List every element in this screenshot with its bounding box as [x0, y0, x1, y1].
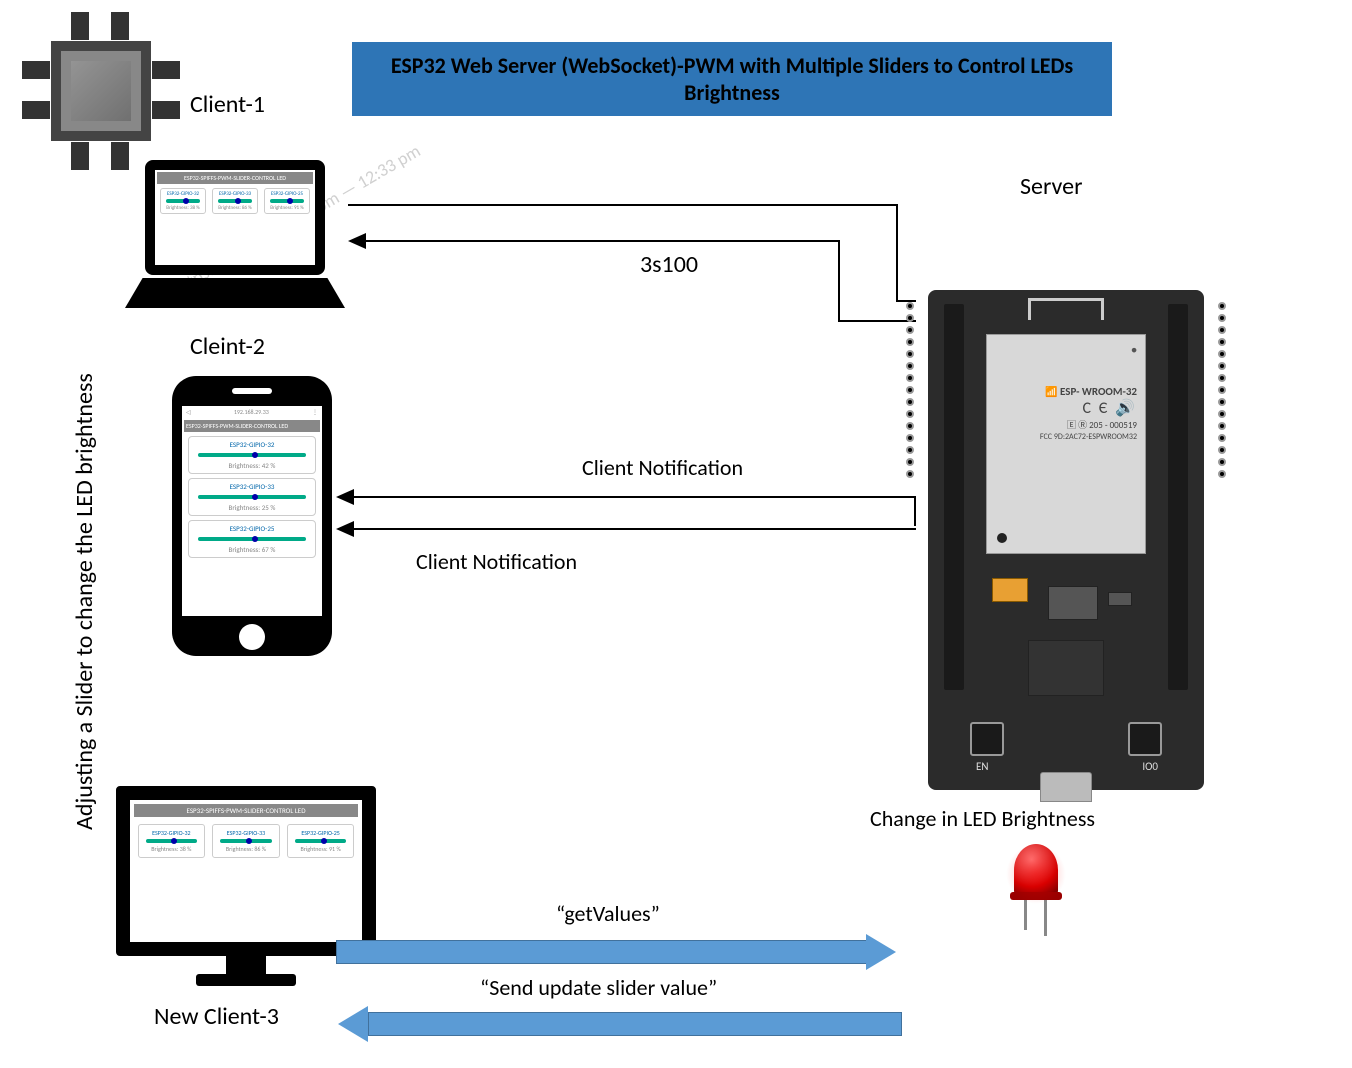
- msg-3s100: 3s100: [640, 250, 698, 279]
- monitor-card-0: ESP32-GIPIO-32 Brightness: 38 %: [138, 824, 205, 858]
- blue-arrow-getvalues: [336, 940, 868, 964]
- esp32-board: ● 📶 ESP- WROOM-32 C Є 🔊 🄴 Ⓡ 205 - 000519…: [918, 290, 1214, 790]
- blue-arrow-sendupdate-head: [338, 1006, 368, 1042]
- arrow-notif2-head: [336, 521, 354, 537]
- client2-label: Cleint-2: [190, 332, 265, 361]
- arrow-notif2-h: [350, 528, 916, 530]
- arrow-head-2: [348, 233, 366, 249]
- laptop-card-0: ESP32-GIPIO-32 Brightness: 38 %: [160, 188, 207, 214]
- arrow-line-top1: [348, 204, 898, 206]
- laptop-card-1: ESP32-GIPIO-33 Brightness: 86 %: [212, 188, 259, 214]
- blue-arrow-sendupdate: [368, 1012, 902, 1036]
- phone-card-1: ESP32-GIPIO-33 Brightness: 25 %: [188, 478, 316, 516]
- monitor-card-1: ESP32-GIPIO-33 Brightness: 86 %: [212, 824, 279, 858]
- phone-card-0: ESP32-GIPIO-32 Brightness: 42 %: [188, 436, 316, 474]
- arrow-notif1-head: [336, 489, 354, 505]
- arrow-notif1-h: [350, 496, 916, 498]
- change-led-label: Change in LED Brightness: [870, 805, 1095, 832]
- client-notif-2: Client Notification: [416, 548, 577, 575]
- monitor-card-2: ESP32-GIPIO-25 Brightness: 91 %: [287, 824, 354, 858]
- laptop-ui-header: ESP32-SPIFFS-PWM-SLIDER-CONTROL LED: [157, 172, 313, 184]
- title-banner: ESP32 Web Server (WebSocket)-PWM with Mu…: [352, 42, 1112, 116]
- laptop-card-2: ESP32-GIPIO-25 Brightness: 91 %: [264, 188, 311, 214]
- arrow-notif1-stub: [914, 496, 916, 526]
- client3-label: New Client-3: [154, 1002, 279, 1031]
- side-caption: Adjusting a Slider to change the LED bri…: [70, 373, 99, 830]
- phone-client2: ◁192.168.29.33⋮ ESP32-SPIFFS-PWM-SLIDER-…: [172, 376, 332, 656]
- monitor-ui-header: ESP32-SPIFFS-PWM-SLIDER-CONTROL LED: [134, 804, 358, 817]
- sendupdate-label: “Send update slider value”: [480, 974, 717, 1001]
- client1-label: Client-1: [190, 90, 265, 119]
- phone-ui-header: ESP32-SPIFFS-PWM-SLIDER-CONTROL LED: [184, 420, 320, 432]
- getvalues-label: “getValues”: [556, 900, 660, 927]
- arrow-line-2h: [362, 240, 840, 242]
- blue-arrow-getvalues-head: [866, 934, 896, 970]
- server-label: Server: [1020, 172, 1082, 201]
- client-notif-1: Client Notification: [582, 454, 743, 481]
- laptop-client1: ESP32-SPIFFS-PWM-SLIDER-CONTROL LED ESP3…: [125, 160, 345, 320]
- arrow-line-top1v: [896, 204, 898, 302]
- chip-icon: [16, 6, 186, 176]
- phone-card-2: ESP32-GIPIO-25 Brightness: 67 %: [188, 520, 316, 558]
- arrow-line-2v: [838, 240, 840, 322]
- led-icon: [1006, 844, 1066, 934]
